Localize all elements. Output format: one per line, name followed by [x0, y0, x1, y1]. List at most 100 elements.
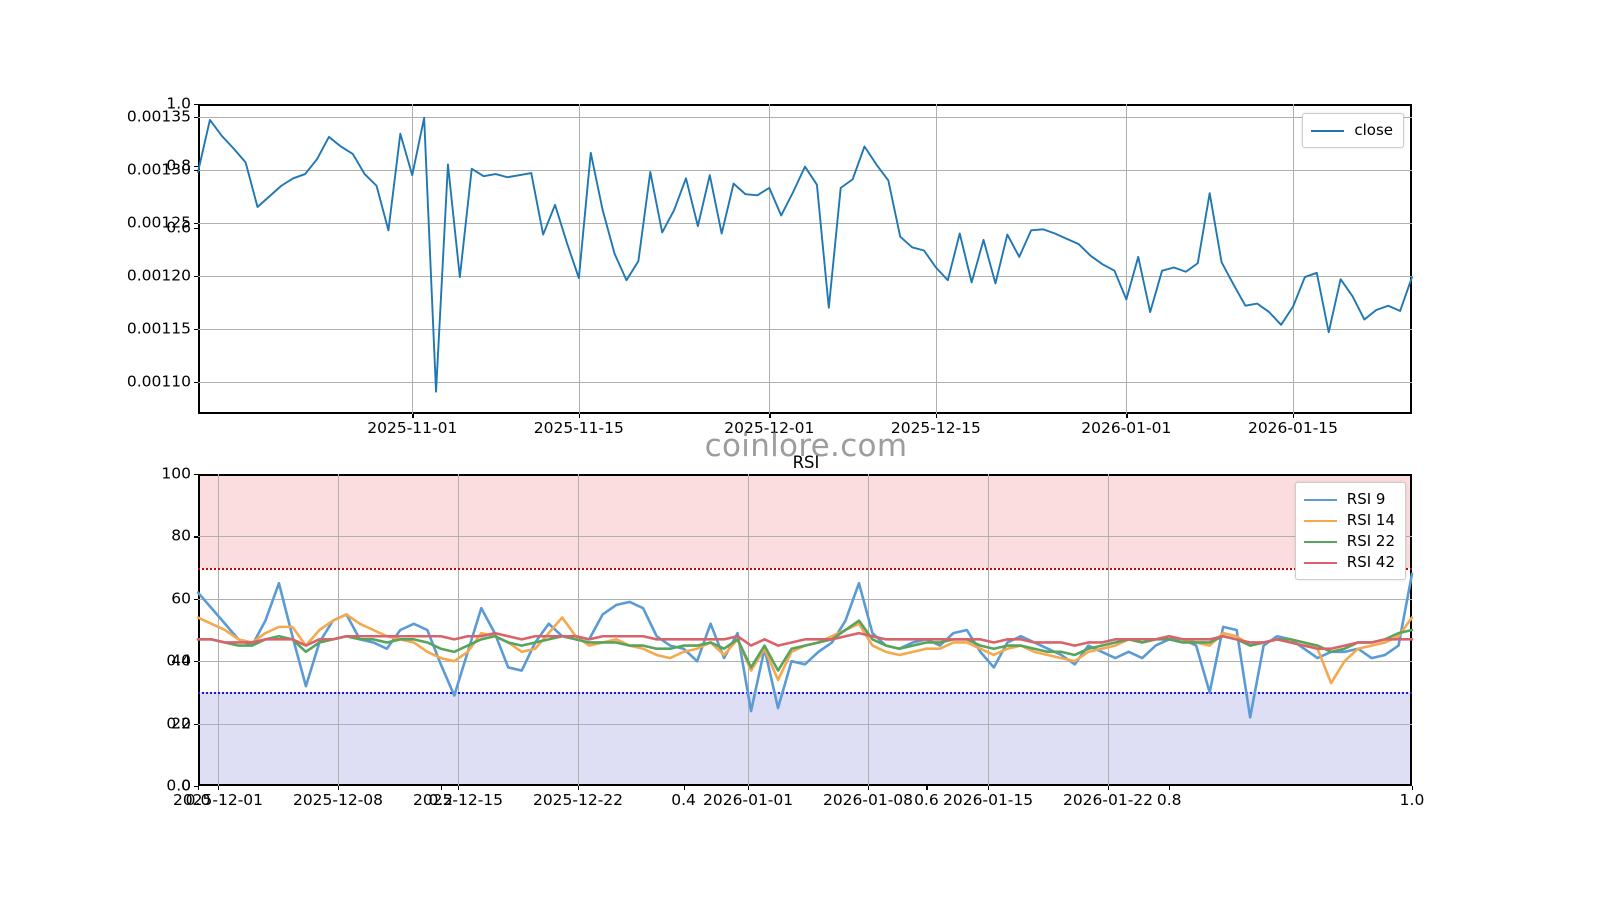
price-legend: close — [1302, 113, 1404, 148]
y-tick-label: 20 — [171, 713, 191, 732]
x-ghost-tick-mark — [440, 786, 443, 790]
legend-swatch-icon — [1303, 540, 1337, 543]
x-tick-mark — [218, 786, 220, 790]
x-tick-label: 2025-12-15 — [412, 791, 504, 809]
y-tick-mark — [194, 169, 198, 172]
axis-spine-bottom — [198, 784, 1412, 786]
x-tick-mark — [988, 786, 990, 790]
y-tick-label: 0.00135 — [126, 106, 191, 125]
y-ghost-tick-mark — [194, 661, 198, 663]
legend-swatch-icon — [1303, 498, 1337, 501]
x-tick-label: 2025-11-15 — [533, 419, 624, 437]
gridline-vertical — [769, 104, 771, 414]
gridline-horizontal — [198, 169, 1412, 171]
rsi-panel-title: RSI — [792, 453, 820, 472]
x-tick-label: 2025-12-08 — [292, 791, 384, 809]
y-tick-label: 60 — [171, 589, 191, 608]
x-tick-label: 2026-01-01 — [703, 791, 794, 809]
x-ghost-tick-label: 0.8 — [1156, 791, 1182, 809]
y-ghost-tick-label: 1.0 — [166, 94, 191, 113]
gridline-vertical — [458, 474, 459, 786]
gridline-vertical — [578, 104, 580, 414]
y-tick-label: 0.00110 — [126, 372, 191, 391]
gridline-horizontal — [198, 116, 1412, 118]
legend-label: RSI 42 — [1346, 553, 1395, 571]
legend-entry: RSI 14 — [1303, 510, 1395, 531]
axis-spine-left — [198, 104, 200, 414]
y-tick-mark — [194, 276, 198, 278]
gridline-horizontal — [198, 661, 1412, 663]
gridline-horizontal — [198, 382, 1412, 384]
y-tick-label: 0 — [181, 776, 191, 795]
x-tick-mark — [1293, 414, 1295, 418]
gridline-vertical — [988, 474, 990, 786]
gridline-vertical — [868, 474, 869, 786]
y-tick-label: 0.00125 — [126, 213, 191, 232]
gridline-vertical — [748, 474, 750, 786]
legend-label: close — [1354, 121, 1393, 139]
legend-label: RSI 9 — [1346, 490, 1386, 508]
y-ghost-tick-mark — [194, 166, 198, 168]
y-tick-label: 0.00115 — [126, 319, 191, 338]
overbought-threshold-line — [198, 567, 1412, 570]
y-ghost-tick-mark — [194, 228, 198, 230]
y-ghost-tick-mark — [194, 104, 198, 106]
y-tick-mark — [194, 329, 198, 331]
gridline-vertical — [412, 104, 414, 414]
gridline-horizontal — [198, 598, 1412, 600]
y-tick-label: 0.00130 — [126, 160, 191, 179]
rsi-line-plot — [196, 572, 1414, 719]
x-ghost-tick-mark — [926, 786, 928, 790]
gridline-vertical — [578, 474, 579, 786]
gridline-horizontal — [198, 723, 1412, 725]
legend-swatch-icon — [1303, 519, 1337, 522]
gridline-vertical — [338, 474, 339, 786]
x-tick-label: 2026-01-15 — [943, 791, 1034, 809]
gridline-horizontal — [198, 329, 1412, 331]
x-tick-label: 2025-12-15 — [890, 419, 981, 437]
price-line-plot — [197, 116, 1413, 393]
x-ghost-tick-mark — [198, 786, 200, 790]
oversold-threshold-line — [198, 692, 1412, 695]
y-ghost-tick-label: 0.0 — [166, 776, 191, 795]
x-tick-mark — [458, 786, 460, 790]
y-tick-label: 40 — [171, 651, 191, 670]
x-tick-label: 2026-01-15 — [1247, 419, 1339, 437]
oversold-band — [198, 692, 1412, 786]
x-ghost-tick-mark — [683, 786, 685, 790]
y-tick-mark — [194, 598, 198, 601]
watermark-coinlore: coinlore.com — [704, 428, 908, 464]
y-ghost-tick-label: 0.8 — [166, 156, 191, 175]
legend-entry: RSI 22 — [1303, 531, 1395, 552]
gridline-horizontal — [198, 536, 1412, 538]
y-tick-label: 100 — [161, 464, 191, 483]
legend-label: RSI 22 — [1346, 532, 1395, 550]
x-tick-mark — [935, 414, 938, 418]
x-ghost-tick-label: 0.2 — [428, 791, 454, 809]
y-tick-mark — [194, 382, 198, 384]
x-tick-mark — [1126, 414, 1128, 418]
x-tick-mark — [338, 786, 340, 790]
y-ghost-tick-label: 0.4 — [166, 651, 191, 670]
x-tick-mark — [578, 786, 580, 790]
x-tick-label: 2026-01-01 — [1081, 419, 1172, 437]
price-chart-axes: 0.00110 0.00115 0.00120 0.00125 0.00130 0.001… — [127, 96, 1413, 436]
legend-entry: close — [1311, 120, 1393, 141]
x-ghost-tick-mark — [1169, 786, 1171, 790]
y-tick-label: 80 — [171, 526, 191, 545]
x-tick-mark — [578, 414, 581, 418]
y-ghost-tick-mark — [194, 786, 198, 788]
x-ghost-tick-label: 1.0 — [1399, 791, 1425, 809]
x-tick-mark — [868, 786, 870, 790]
y-ghost-tick-label: 0.2 — [166, 713, 191, 732]
axis-spine-left — [198, 474, 200, 786]
legend-entry: RSI 9 — [1303, 489, 1395, 510]
legend-entry: RSI 42 — [1303, 552, 1395, 573]
x-tick-mark — [769, 414, 771, 418]
y-tick-mark — [194, 116, 198, 118]
x-tick-label: 2026-01-22 — [1062, 791, 1154, 809]
x-tick-mark — [748, 786, 750, 790]
gridline-horizontal — [198, 276, 1412, 277]
y-tick-mark — [194, 222, 198, 225]
y-tick-label: 0.00120 — [126, 266, 191, 285]
